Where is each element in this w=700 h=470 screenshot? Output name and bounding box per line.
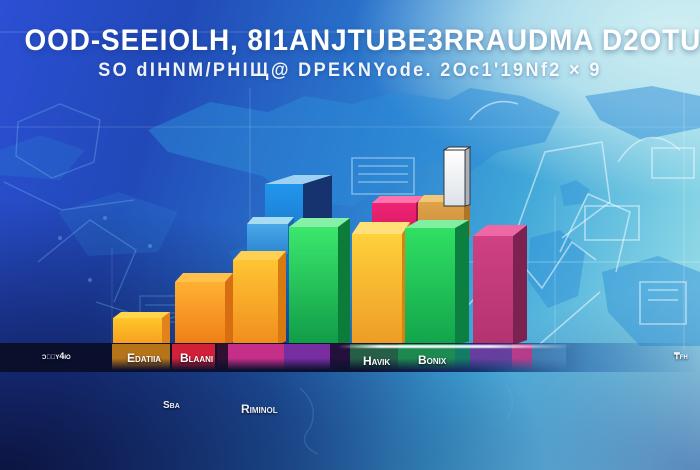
reflection-segment [512,344,532,370]
floor-label: Riminol [241,402,278,416]
reflection-segment [284,344,330,370]
bar-1-yellow [113,312,170,346]
highlight-line [338,345,573,348]
bar-white-back [442,146,472,207]
bar-5-gold [352,222,410,344]
reflection-segment [330,344,350,370]
bar-7-magenta [473,225,527,345]
bar-chart-3d [113,146,527,346]
bar-2-orange [175,273,233,346]
reflection-segment [228,344,284,370]
reflection-segment [398,344,455,370]
bar-label: Havik [363,354,391,368]
bar-6-green [405,220,469,345]
reflection-segment [470,344,512,370]
bar-label: ₸fh [674,351,688,361]
bar-label: ɔɪɪy4ıo [42,351,71,361]
reflection-segment [532,344,566,370]
floor-label: Sba [163,400,180,411]
reflection-segment [350,344,398,370]
bar-teal-back [247,217,294,254]
bar-label: Blaani [180,351,214,365]
reflection-segment [172,344,215,370]
reflection-segment [217,344,228,370]
bar-label: Bonix [418,353,447,367]
bar-label: Edatiia [127,351,162,365]
bar-4-green [289,218,350,346]
baseline-band: ɔɪɪy4ıo Edatiia Blaani Havik Bonix ₸fh [0,343,700,372]
reflection-segment [112,344,170,370]
bar-3-gold [233,251,286,345]
reflection-segment [455,344,470,370]
